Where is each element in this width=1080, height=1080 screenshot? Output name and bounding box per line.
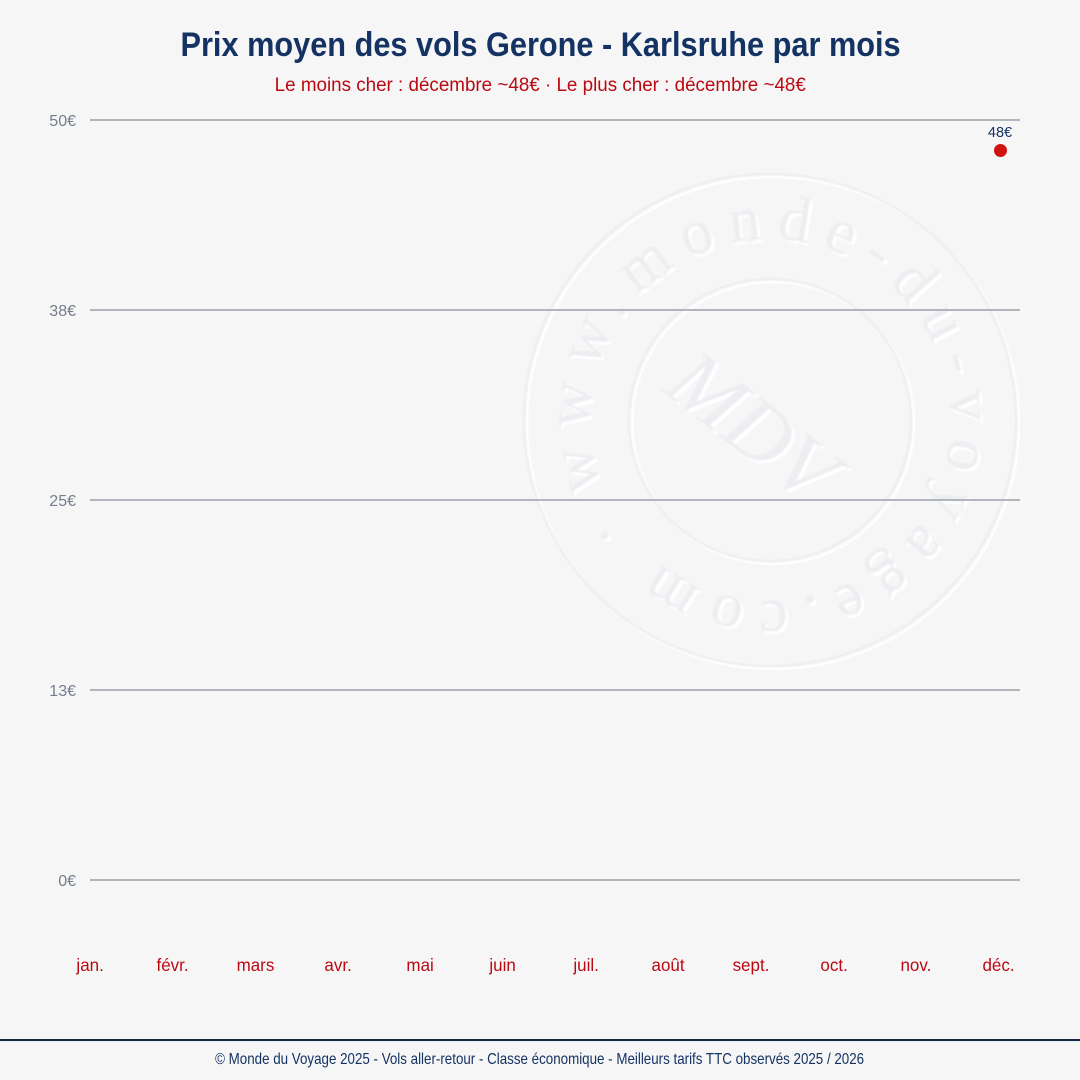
svg-text:MDV: MDV: [648, 329, 862, 526]
